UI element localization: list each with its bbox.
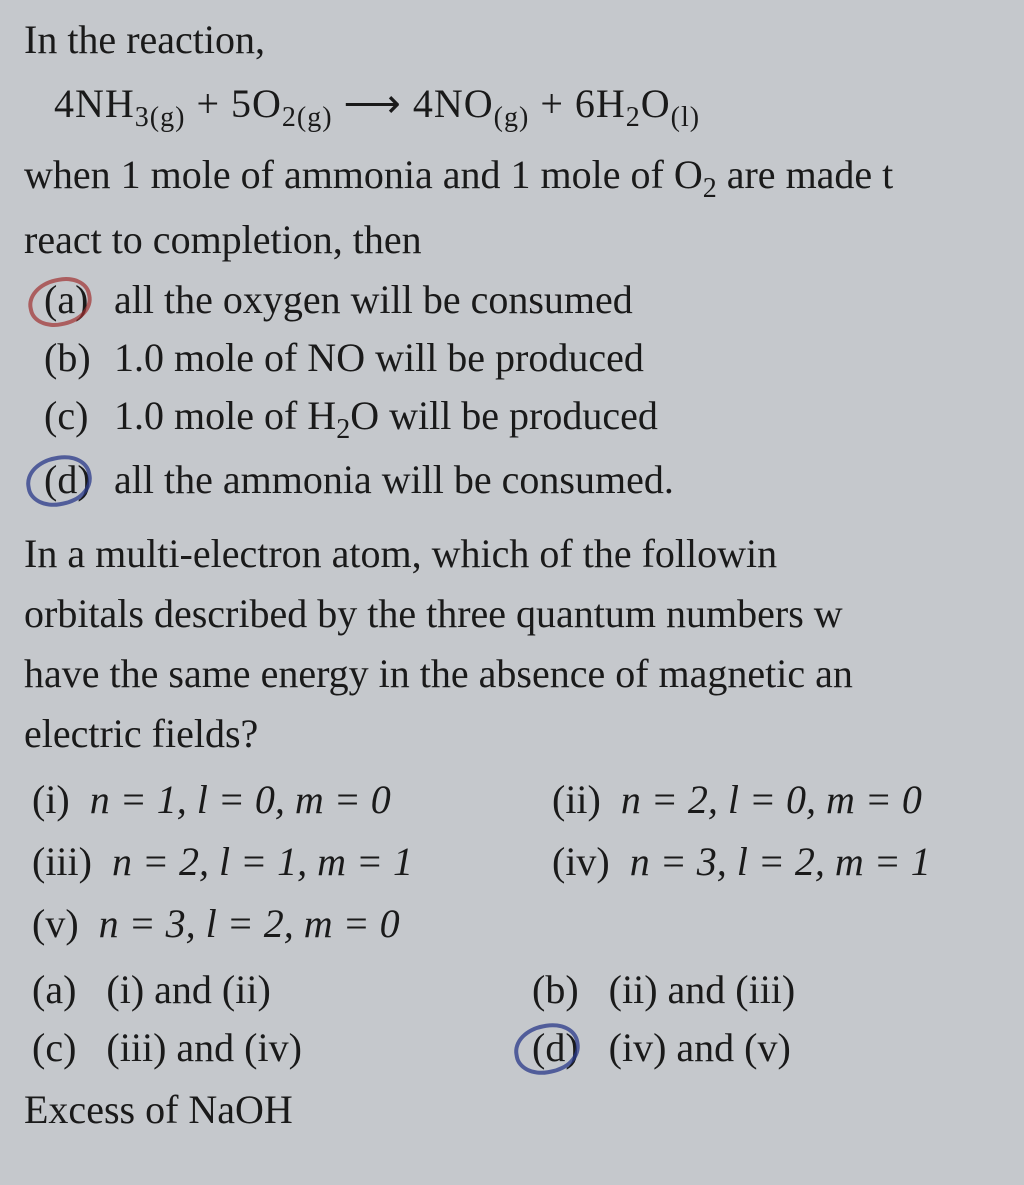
q2-roman-iv-text: n = 3, l = 2, m = 1: [630, 839, 931, 884]
q1-option-a-label: (a): [44, 272, 104, 328]
q1-option-a-text: all the oxygen will be consumed: [114, 277, 633, 322]
q2-roman-iii: (iii) n = 2, l = 1, m = 1: [24, 834, 552, 890]
q1-option-b-text: 1.0 mole of NO will be produced: [114, 335, 644, 380]
q2-mc-a-text: (i) and (ii): [106, 967, 270, 1012]
q2-mc-c-text: (iii) and (iv): [106, 1025, 302, 1070]
q2-mc-c: (c) (iii) and (iv): [24, 1020, 532, 1076]
q2-roman-iii-text: n = 2, l = 1, m = 1: [112, 839, 413, 884]
q2-mc-d-text: (iv) and (v): [609, 1025, 791, 1070]
q2-roman-ii-text: n = 2, l = 0, m = 0: [621, 777, 922, 822]
q2-roman-ii-label: (ii): [552, 777, 601, 822]
q1-equation: 4NH3(g) + 5O2(g) ⟶ 4NO(g) + 6H2O(l): [54, 76, 1014, 137]
q2-mc-b-text: (ii) and (iii): [609, 967, 796, 1012]
q2-mc-a-label: (a): [32, 967, 76, 1012]
q2-roman-v: (v) n = 3, l = 2, m = 0: [24, 896, 552, 952]
q1-option-c-text: 1.0 mole of H2O will be produced: [114, 393, 658, 438]
cutoff-text: Excess of NaOH: [24, 1082, 1014, 1138]
q1-option-d: (d) all the ammonia will be consumed.: [44, 452, 1014, 508]
q2-line3: have the same energy in the absence of m…: [24, 646, 1014, 702]
q1-option-c: (c) 1.0 mole of H2O will be produced: [44, 388, 1014, 449]
q2-line1: In a multi-electron atom, which of the f…: [24, 526, 1014, 582]
q2-mc-a: (a) (i) and (ii): [24, 962, 532, 1018]
q2-mc-b: (b) (ii) and (iii): [532, 962, 1014, 1018]
q2-line2: orbitals described by the three quantum …: [24, 586, 1014, 642]
q2-block: In a multi-electron atom, which of the f…: [24, 526, 1014, 1076]
q2-mc-b-label: (b): [532, 967, 579, 1012]
q2-roman-i-label: (i): [32, 777, 70, 822]
q2-roman-v-label: (v): [32, 901, 79, 946]
page: In the reaction, 4NH3(g) + 5O2(g) ⟶ 4NO(…: [0, 0, 1024, 1138]
q2-mc-d-label: (d): [532, 1020, 579, 1076]
q1-option-d-label: (d): [44, 452, 104, 508]
q1-option-b-label: (b): [44, 330, 104, 386]
q2-mc-options: (a) (i) and (ii) (b) (ii) and (iii) (c) …: [24, 962, 1014, 1076]
q1-stem-line2: react to completion, then: [24, 212, 1014, 268]
q1-intro: In the reaction,: [24, 12, 1014, 68]
q1-option-d-text: all the ammonia will be consumed.: [114, 457, 674, 502]
q2-mc-c-label: (c): [32, 1025, 76, 1070]
q2-roman-i-text: n = 1, l = 0, m = 0: [90, 777, 391, 822]
q1-option-a: (a) all the oxygen will be consumed: [44, 272, 1014, 328]
q2-roman-iv-label: (iv): [552, 839, 610, 884]
q2-roman-iv: (iv) n = 3, l = 2, m = 1: [552, 834, 1014, 890]
q2-roman-i: (i) n = 1, l = 0, m = 0: [24, 772, 552, 828]
q2-roman-iii-label: (iii): [32, 839, 92, 884]
q1-option-b: (b) 1.0 mole of NO will be produced: [44, 330, 1014, 386]
q2-roman-ii: (ii) n = 2, l = 0, m = 0: [552, 772, 1014, 828]
q1-option-c-label: (c): [44, 388, 104, 444]
q1-stem-line1: when 1 mole of ammonia and 1 mole of O2 …: [24, 147, 1014, 208]
q2-line4: electric fields?: [24, 706, 1014, 762]
q2-mc-d: (d) (iv) and (v): [532, 1020, 1014, 1076]
q2-roman-v-text: n = 3, l = 2, m = 0: [99, 901, 400, 946]
q2-roman-options: (i) n = 1, l = 0, m = 0 (ii) n = 2, l = …: [24, 772, 1014, 952]
